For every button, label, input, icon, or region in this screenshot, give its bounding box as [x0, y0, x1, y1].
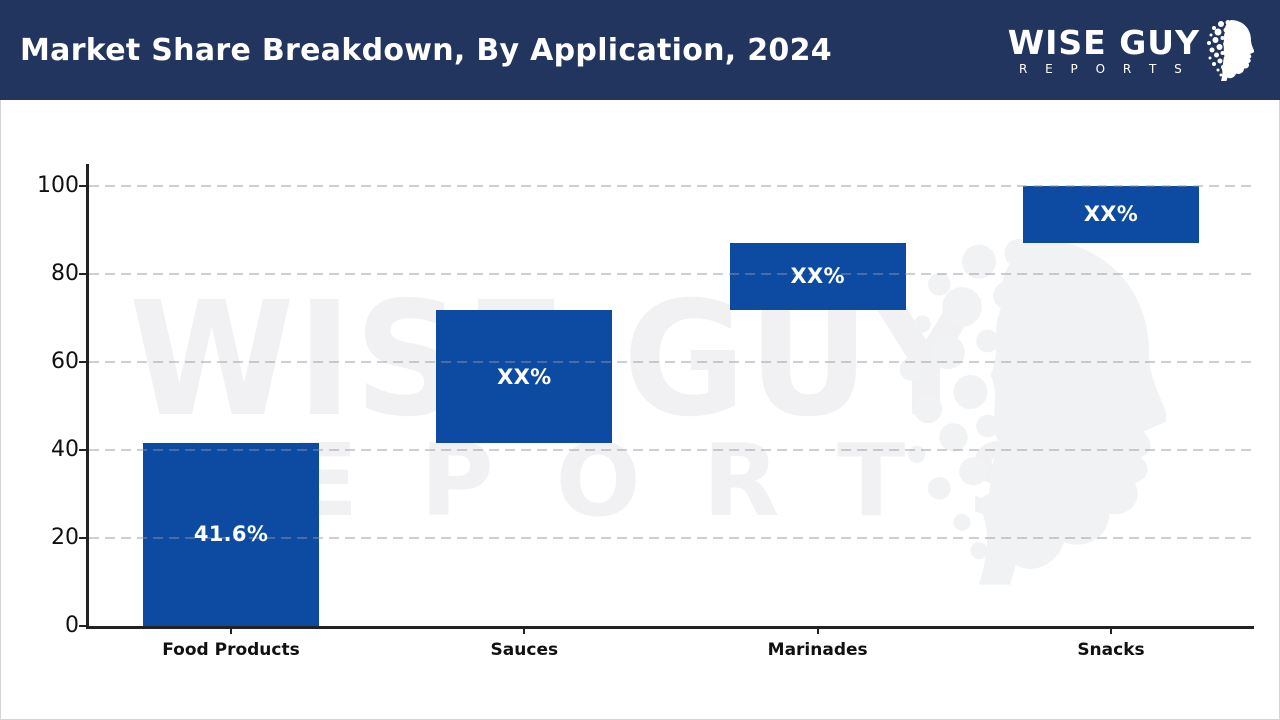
bar-value-label: XX% [790, 264, 845, 289]
gridline-40 [89, 449, 1254, 451]
x-tick [816, 626, 819, 634]
y-tick-label-40: 40 [51, 437, 79, 462]
logo-wordmark: WISE GUY [1007, 22, 1200, 62]
bar-sauces: XX% [436, 310, 613, 443]
y-tick [79, 625, 89, 627]
bar-value-label: XX% [1083, 202, 1139, 227]
y-tick-label-0: 0 [65, 613, 79, 638]
gridline-80 [89, 273, 1254, 275]
x-tick-label-marinades: Marinades [767, 640, 868, 660]
gridline-100 [89, 185, 1254, 187]
x-tick-label-food-products: Food Products [162, 640, 300, 660]
x-tick [230, 626, 232, 634]
y-tick [79, 361, 89, 363]
x-tick [523, 626, 526, 634]
y-axis-spine [86, 164, 89, 629]
bar-value-label: 41.6% [193, 522, 269, 547]
x-tick-label-snacks: Snacks [1077, 640, 1145, 660]
brand-logo: WISE GUY R E P O R T S [1008, 14, 1254, 86]
y-tick [79, 185, 89, 187]
gridline-20 [89, 537, 1254, 539]
y-tick [79, 537, 89, 539]
bar-value-label: XX% [497, 364, 552, 389]
bar-food-products: 41.6% [143, 442, 319, 626]
bar-snacks: XX% [1022, 186, 1199, 243]
y-tick-label-100: 100 [37, 173, 79, 198]
brand-logo-text: WISE GUY R E P O R T S [1008, 26, 1200, 75]
y-tick-label-80: 80 [51, 261, 79, 286]
y-tick [79, 449, 89, 451]
x-tick-label-sauces: Sauces [490, 640, 559, 660]
gridline-60 [89, 361, 1254, 363]
watermark-face-icon [894, 223, 1166, 595]
bar-marinades: XX% [729, 242, 906, 311]
x-tick [1109, 626, 1112, 634]
header: Market Share Breakdown, By Application, … [0, 0, 1280, 100]
y-tick [79, 273, 89, 275]
logo-subtext: R E P O R T S [1018, 61, 1189, 76]
x-axis-spine [86, 626, 1254, 629]
y-tick-label-20: 20 [51, 525, 79, 550]
y-tick-label-60: 60 [51, 349, 79, 374]
chart-area: WISE GUY REPORTS 41.6% Food Products XX% Sa… [0, 100, 1280, 720]
page-title: Market Share Breakdown, By Application, … [20, 32, 832, 68]
logo-face-icon [1206, 14, 1254, 86]
